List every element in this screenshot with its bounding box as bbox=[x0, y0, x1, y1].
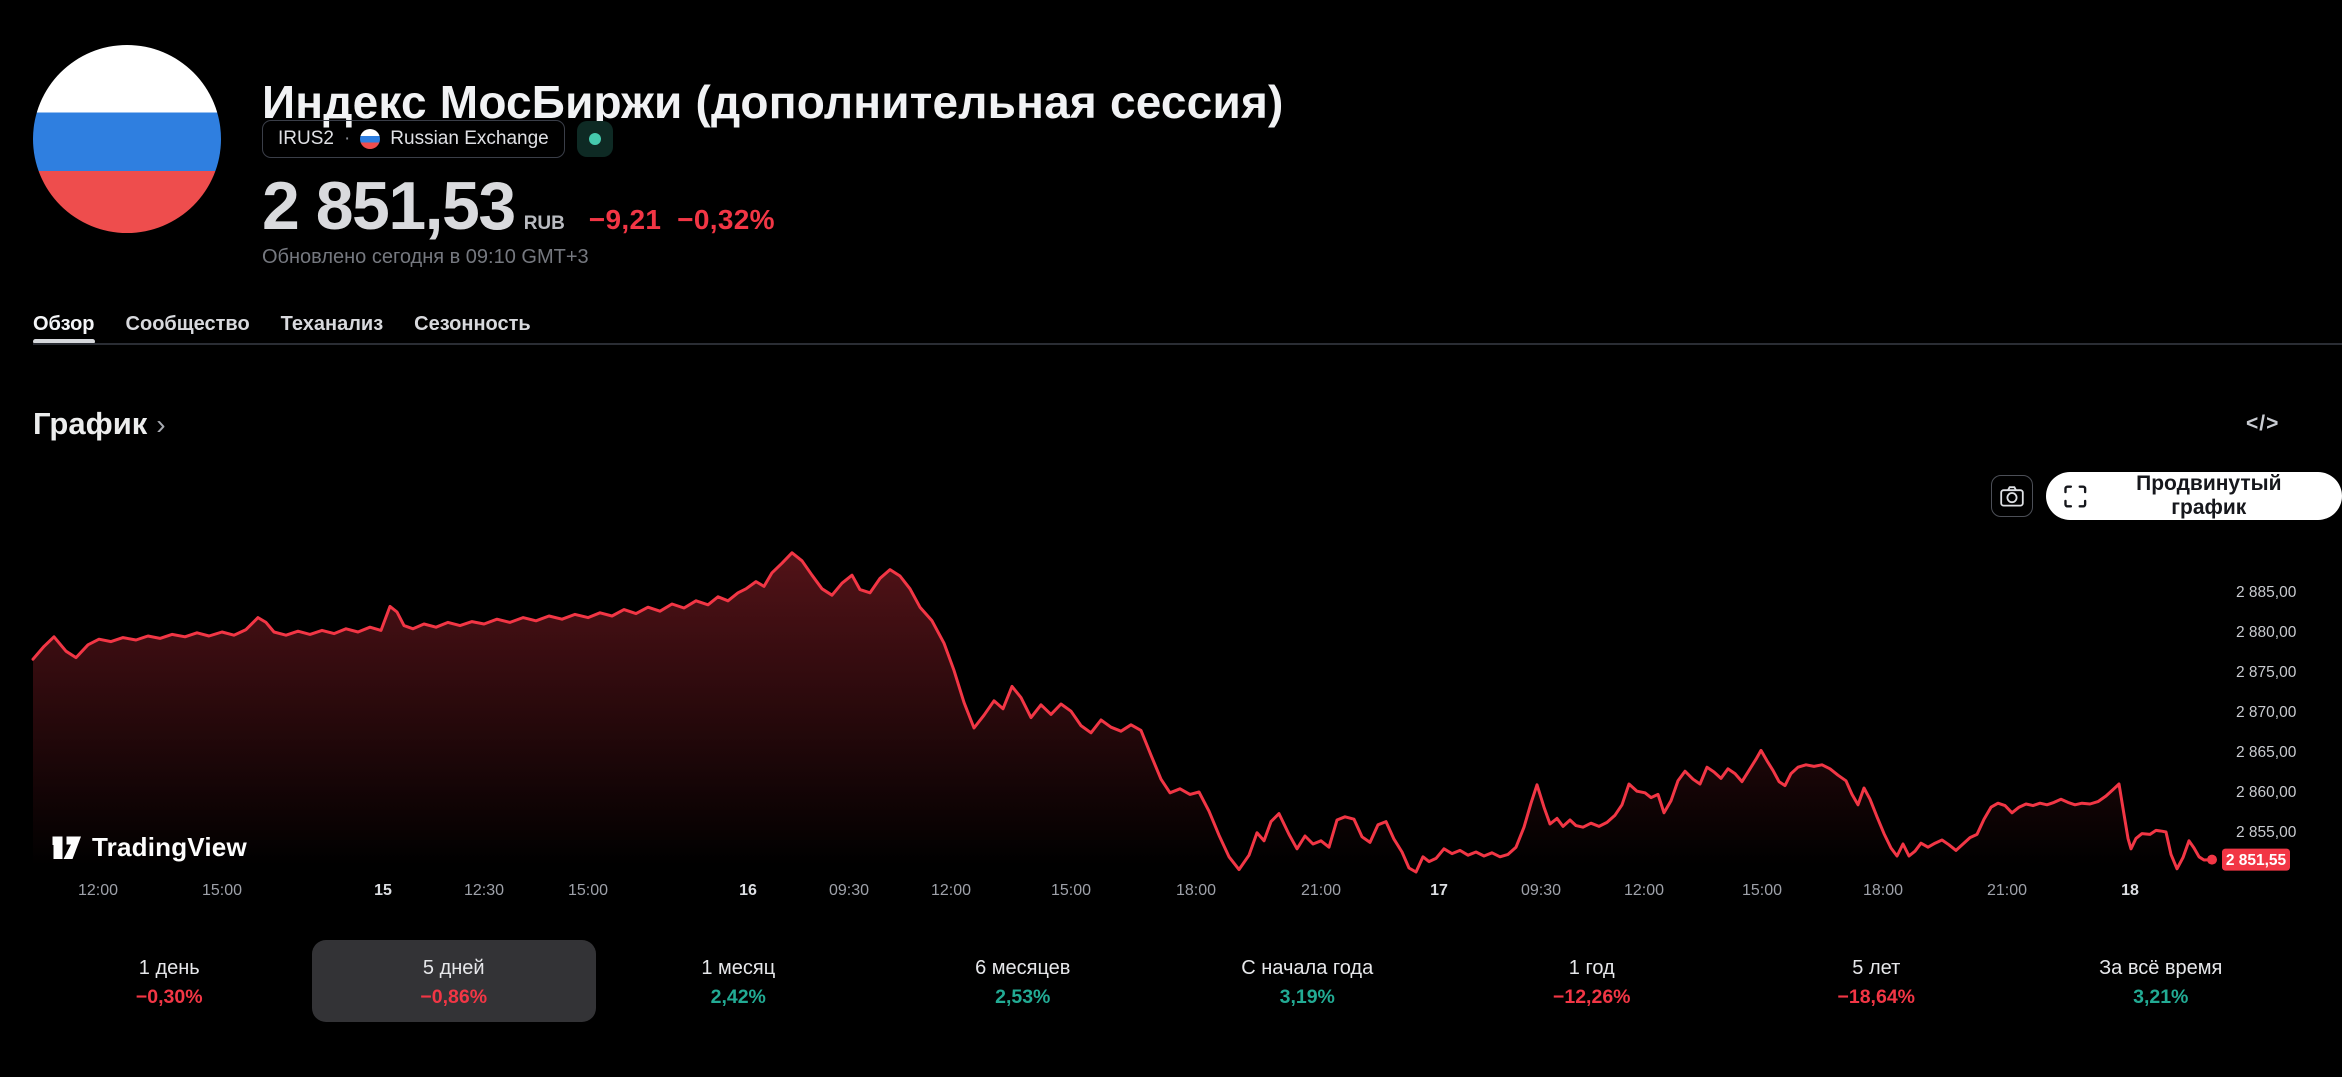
currency-label: RUB bbox=[523, 213, 565, 234]
symbol-badge[interactable]: IRUS2 · Russian Exchange bbox=[262, 120, 565, 158]
x-axis-label: 15:00 bbox=[1051, 882, 1091, 899]
period-label: 1 месяц bbox=[701, 957, 776, 979]
tab-seasonality-label: Сезонность bbox=[414, 313, 531, 335]
chart-area-fill bbox=[33, 552, 2212, 882]
symbol-tabs: Обзор Сообщество Теханализ Сезонность bbox=[33, 313, 531, 344]
period-change-value: −12,26% bbox=[1552, 986, 1631, 1008]
period-label: С начала года bbox=[1241, 957, 1374, 979]
period-label: 5 лет bbox=[1852, 957, 1901, 979]
y-axis-labels: 2 885,00 2 880,00 2 875,00 2 870,00 2 865,00… bbox=[2236, 584, 2297, 841]
period-button-all-time[interactable]: За всё время 3,21% bbox=[2019, 940, 2304, 1022]
x-axis-label: 18 bbox=[2121, 882, 2139, 899]
period-change-value: 2,42% bbox=[710, 986, 766, 1008]
period-label: 5 дней bbox=[422, 957, 485, 979]
tab-overview-label: Обзор bbox=[33, 313, 95, 335]
code-embed-icon[interactable]: </> bbox=[2246, 412, 2280, 435]
x-axis-label: 18:00 bbox=[1176, 882, 1216, 899]
price-change: −9,21 −0,32% bbox=[589, 204, 775, 236]
market-open-dot-icon bbox=[588, 133, 601, 145]
period-change-value: −18,64% bbox=[1837, 986, 1916, 1008]
tradingview-watermark: TradingView bbox=[52, 832, 247, 863]
period-button-5-years[interactable]: 5 лет −18,64% bbox=[1734, 940, 2019, 1022]
y-axis-label: 2 855,00 bbox=[2236, 824, 2297, 841]
tab-overview[interactable]: Обзор bbox=[33, 313, 95, 344]
svg-text:2 851,55: 2 851,55 bbox=[2226, 852, 2287, 869]
period-button-6-months[interactable]: 6 месяцев 2,53% bbox=[881, 940, 1166, 1022]
last-price: 2 851,53 bbox=[262, 168, 516, 244]
x-axis-label: 12:30 bbox=[464, 882, 504, 899]
chart-section-link[interactable]: График › bbox=[33, 406, 166, 442]
chart-section-title: График bbox=[33, 406, 148, 441]
x-axis-label: 21:00 bbox=[1987, 882, 2027, 899]
tradingview-watermark-text: TradingView bbox=[92, 832, 247, 862]
tab-technicals[interactable]: Теханализ bbox=[281, 313, 383, 344]
period-change-value: 3,19% bbox=[1279, 986, 1335, 1008]
symbol-logo-russia-flag-icon bbox=[33, 45, 221, 233]
period-button-1-day[interactable]: 1 день −0,30% bbox=[27, 940, 312, 1022]
last-update-note: Обновлено сегодня в 09:10 GMT+3 bbox=[262, 246, 589, 268]
advanced-chart-label: Продвинутый график bbox=[2136, 472, 2282, 519]
x-axis-label: 12:00 bbox=[931, 882, 971, 899]
period-change-value: 2,53% bbox=[995, 986, 1051, 1008]
period-button-1-month[interactable]: 1 месяц 2,42% bbox=[596, 940, 881, 1022]
y-axis-label: 2 870,00 bbox=[2236, 704, 2297, 721]
snapshot-camera-button[interactable] bbox=[1991, 475, 2033, 517]
x-axis-label: 15 bbox=[374, 882, 392, 899]
exchange-name: Russian Exchange bbox=[390, 128, 549, 149]
price-change-pct: −0,32% bbox=[677, 204, 775, 235]
period-label: За всё время bbox=[2099, 957, 2223, 979]
period-label: 1 год bbox=[1568, 957, 1615, 979]
fullscreen-corners-icon bbox=[2064, 484, 2087, 508]
x-axis-labels: 12:00 15:00 15 12:30 15:00 16 09:30 12:00 15:00 1… bbox=[78, 882, 2139, 899]
period-label: 6 месяцев bbox=[975, 957, 1071, 979]
x-axis-label: 12:00 bbox=[78, 882, 118, 899]
tab-technicals-label: Теханализ bbox=[280, 313, 384, 335]
x-axis-label: 17 bbox=[1430, 882, 1448, 899]
tabs-divider bbox=[33, 343, 2342, 345]
period-label: 1 день bbox=[138, 957, 200, 979]
x-axis-label: 15:00 bbox=[202, 882, 242, 899]
price-row: 2 851,53 RUB −9,21 −0,32% bbox=[262, 170, 775, 242]
period-button-5-days[interactable]: 5 дней −0,86% bbox=[311, 940, 596, 1022]
y-axis-label: 2 865,00 bbox=[2236, 744, 2297, 761]
advanced-chart-button[interactable]: Продвинутый график bbox=[2046, 472, 2342, 520]
x-axis-label: 12:00 bbox=[1624, 882, 1664, 899]
last-price-tag: 2 851,55 bbox=[2222, 848, 2290, 871]
chart-line bbox=[31, 551, 2214, 874]
tradingview-logo-icon bbox=[52, 836, 81, 859]
y-axis-label: 2 875,00 bbox=[2236, 664, 2297, 681]
period-selector: 1 день −0,30% 5 дней −0,86% 1 месяц 2,42… bbox=[27, 940, 2303, 1022]
tab-seasonality[interactable]: Сезонность bbox=[414, 313, 531, 344]
last-price-dot-icon bbox=[2207, 854, 2217, 865]
chevron-right-icon: › bbox=[156, 409, 166, 440]
x-axis-label: 09:30 bbox=[1521, 882, 1561, 899]
x-axis-label: 18:00 bbox=[1863, 882, 1903, 899]
x-axis-label: 15:00 bbox=[568, 882, 608, 899]
y-axis-label: 2 860,00 bbox=[2236, 784, 2297, 801]
y-axis-label: 2 885,00 bbox=[2236, 584, 2297, 601]
x-axis-label: 15:00 bbox=[1742, 882, 1782, 899]
period-change-value: −0,86% bbox=[420, 986, 488, 1008]
period-button-1-year[interactable]: 1 год −12,26% bbox=[1450, 940, 1735, 1022]
symbol-meta-row: IRUS2 · Russian Exchange bbox=[262, 120, 613, 158]
price-chart-svg: 12:00 15:00 15 12:30 15:00 16 09:30 12:00 15:00 1… bbox=[31, 551, 2297, 899]
tab-community[interactable]: Сообщество bbox=[126, 313, 250, 344]
russia-flag-icon bbox=[360, 129, 381, 149]
separator-dot: · bbox=[343, 128, 351, 149]
x-axis-label: 21:00 bbox=[1301, 882, 1341, 899]
period-change-value: 3,21% bbox=[2133, 986, 2189, 1008]
x-axis-label: 16 bbox=[739, 882, 757, 899]
camera-icon bbox=[2000, 485, 2024, 506]
period-change-value: −0,30% bbox=[135, 986, 203, 1008]
y-axis-label: 2 880,00 bbox=[2236, 624, 2297, 641]
market-status-button[interactable] bbox=[576, 121, 613, 157]
symbol-ticker: IRUS2 bbox=[278, 128, 334, 149]
tab-community-label: Сообщество bbox=[125, 313, 250, 335]
price-chart-region[interactable]: 12:00 15:00 15 12:30 15:00 16 09:30 12:00 15:00 1… bbox=[0, 530, 2342, 910]
price-change-abs: −9,21 bbox=[588, 204, 662, 235]
x-axis-label: 09:30 bbox=[829, 882, 869, 899]
page-title: Индекс МосБиржи (дополнительная сессия) bbox=[262, 75, 1284, 128]
period-button-ytd[interactable]: С начала года 3,19% bbox=[1165, 940, 1450, 1022]
